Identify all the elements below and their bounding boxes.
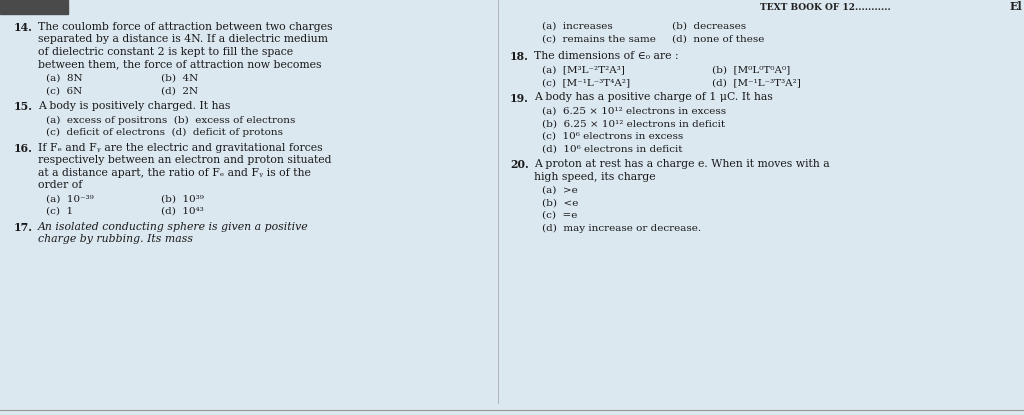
Text: (c)  [M⁻¹L⁻³T⁴A²]: (c) [M⁻¹L⁻³T⁴A²] xyxy=(542,78,630,87)
Text: 17.: 17. xyxy=(14,222,33,232)
Text: (c)  1: (c) 1 xyxy=(46,207,73,216)
Text: (d)  may increase or decrease.: (d) may increase or decrease. xyxy=(542,224,701,233)
Text: separated by a distance is 4N. If a dielectric medium: separated by a distance is 4N. If a diel… xyxy=(38,34,328,44)
Text: If Fₑ and Fᵧ are the electric and gravitational forces: If Fₑ and Fᵧ are the electric and gravit… xyxy=(38,142,323,152)
Text: (b)  4N: (b) 4N xyxy=(161,74,199,83)
Text: (a)  [M³L⁻²T²A³]: (a) [M³L⁻²T²A³] xyxy=(542,66,625,75)
Text: (d)  10⁶ electrons in deficit: (d) 10⁶ electrons in deficit xyxy=(542,144,683,154)
Text: A body is positively charged. It has: A body is positively charged. It has xyxy=(38,101,230,111)
Text: An isolated conducting sphere is given a positive: An isolated conducting sphere is given a… xyxy=(38,222,308,232)
Text: order of: order of xyxy=(38,180,82,190)
Text: (c)  deficit of electrons  (d)  deficit of protons: (c) deficit of electrons (d) deficit of … xyxy=(46,128,283,137)
Text: 20.: 20. xyxy=(510,159,528,170)
Text: 19.: 19. xyxy=(510,93,528,103)
Text: (c)  6N: (c) 6N xyxy=(46,86,82,95)
Text: (c)  10⁶ electrons in excess: (c) 10⁶ electrons in excess xyxy=(542,132,683,141)
Text: (a)  6.25 × 10¹² electrons in excess: (a) 6.25 × 10¹² electrons in excess xyxy=(542,107,726,116)
Bar xyxy=(0,0,68,14)
Text: (b)  decreases: (b) decreases xyxy=(672,22,746,31)
Text: at a distance apart, the ratio of Fₑ and Fᵧ is of the: at a distance apart, the ratio of Fₑ and… xyxy=(38,168,311,178)
Text: (c)  remains the same: (c) remains the same xyxy=(542,34,656,44)
Text: TEXT BOOK OF 12...........: TEXT BOOK OF 12........... xyxy=(760,2,891,12)
Text: (d)  10⁴³: (d) 10⁴³ xyxy=(161,207,204,216)
Text: (a)  >e: (a) >e xyxy=(542,186,578,195)
Text: El: El xyxy=(1010,2,1023,12)
Text: (b)  10³⁹: (b) 10³⁹ xyxy=(161,195,204,203)
Text: (d)  [M⁻¹L⁻³T³A²]: (d) [M⁻¹L⁻³T³A²] xyxy=(712,78,801,87)
Text: 15.: 15. xyxy=(14,101,33,112)
Text: A proton at rest has a charge e. When it moves with a: A proton at rest has a charge e. When it… xyxy=(534,159,829,169)
Text: 14.: 14. xyxy=(14,22,33,33)
Text: (a)  8N: (a) 8N xyxy=(46,74,83,83)
Text: (a)  10⁻³⁹: (a) 10⁻³⁹ xyxy=(46,195,94,203)
Text: 18.: 18. xyxy=(510,51,528,62)
Text: (a)  increases: (a) increases xyxy=(542,22,612,31)
Text: (d)  none of these: (d) none of these xyxy=(672,34,764,44)
Text: (c)  =e: (c) =e xyxy=(542,211,578,220)
Text: (b)  6.25 × 10¹² electrons in deficit: (b) 6.25 × 10¹² electrons in deficit xyxy=(542,120,725,129)
Text: A body has a positive charge of 1 μC. It has: A body has a positive charge of 1 μC. It… xyxy=(534,93,773,103)
Text: (b)  <e: (b) <e xyxy=(542,198,579,208)
Text: (d)  2N: (d) 2N xyxy=(161,86,198,95)
Text: (a)  excess of positrons  (b)  excess of electrons: (a) excess of positrons (b) excess of el… xyxy=(46,115,295,124)
Text: The coulomb force of attraction between two charges: The coulomb force of attraction between … xyxy=(38,22,333,32)
Text: between them, the force of attraction now becomes: between them, the force of attraction no… xyxy=(38,59,322,69)
Text: (b)  [M⁰L⁰T⁰A⁰]: (b) [M⁰L⁰T⁰A⁰] xyxy=(712,66,791,75)
Text: The dimensions of ∈₀ are :: The dimensions of ∈₀ are : xyxy=(534,51,679,61)
Text: respectively between an electron and proton situated: respectively between an electron and pro… xyxy=(38,155,332,165)
Text: high speed, its charge: high speed, its charge xyxy=(534,171,655,181)
Text: charge by rubbing. Its mass: charge by rubbing. Its mass xyxy=(38,234,193,244)
Text: of dielectric constant 2 is kept to fill the space: of dielectric constant 2 is kept to fill… xyxy=(38,47,293,57)
Text: 16.: 16. xyxy=(14,142,33,154)
